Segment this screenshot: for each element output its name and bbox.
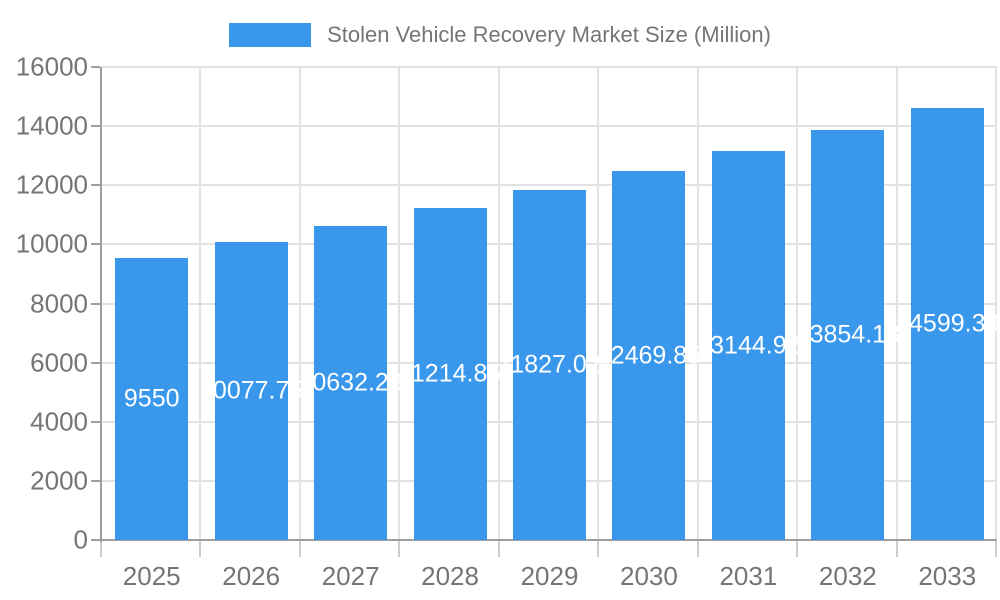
y-tick xyxy=(91,479,100,482)
bar-value-label: 9550 xyxy=(123,384,180,413)
x-tick-label: 2025 xyxy=(122,561,181,591)
bar-value-label: 10632.28 xyxy=(298,368,403,397)
v-gridline xyxy=(696,67,699,540)
x-tick xyxy=(796,541,799,557)
v-gridline xyxy=(298,67,301,540)
h-gridline xyxy=(102,184,997,187)
x-tick xyxy=(995,541,997,557)
y-axis-line xyxy=(100,67,102,542)
legend[interactable]: Stolen Vehicle Recovery Market Size (Mil… xyxy=(0,22,1000,48)
v-gridline xyxy=(796,67,799,540)
y-tick xyxy=(91,539,100,541)
y-tick-label: 6000 xyxy=(30,347,88,378)
y-tick xyxy=(91,66,100,68)
x-tick xyxy=(895,541,898,557)
y-tick xyxy=(91,243,100,246)
x-tick-label: 2033 xyxy=(918,561,977,591)
x-tick-label: 2031 xyxy=(719,561,778,591)
x-tick-label: 2029 xyxy=(520,561,579,591)
x-tick xyxy=(597,541,600,557)
x-axis-line xyxy=(100,539,997,541)
y-tick-label: 8000 xyxy=(30,288,88,318)
bar-value-label: 12469.85 xyxy=(596,341,702,370)
x-tick-label: 2028 xyxy=(421,561,479,591)
x-tick-label: 2027 xyxy=(321,561,380,591)
bar[interactable] xyxy=(413,208,487,540)
y-tick-label: 16000 xyxy=(15,51,88,82)
legend-swatch xyxy=(229,23,312,47)
x-tick-label: 2030 xyxy=(620,561,678,591)
bar-value-label: 11827.02 xyxy=(498,350,601,379)
h-gridline xyxy=(102,66,997,68)
y-tick-label: 4000 xyxy=(30,406,88,437)
y-tick xyxy=(91,184,100,187)
y-tick xyxy=(91,420,100,423)
x-tick xyxy=(696,541,699,557)
bar[interactable] xyxy=(314,225,388,540)
x-tick xyxy=(298,541,301,557)
y-tick-label: 2000 xyxy=(30,465,88,496)
x-tick xyxy=(497,541,500,557)
y-tick-label: 0 xyxy=(73,524,88,555)
v-gridline xyxy=(995,67,997,540)
y-tick-label: 10000 xyxy=(15,228,88,259)
bar[interactable] xyxy=(513,190,586,540)
bar[interactable] xyxy=(910,108,984,540)
v-gridline xyxy=(597,67,600,540)
y-tick xyxy=(91,361,100,364)
x-tick xyxy=(398,541,401,557)
x-tick xyxy=(100,541,102,557)
y-tick xyxy=(91,302,100,305)
y-tick xyxy=(91,125,100,128)
bar-value-label: 13854.18 xyxy=(795,320,900,349)
v-gridline xyxy=(398,67,401,540)
bar[interactable] xyxy=(711,151,785,540)
y-tick-label: 14000 xyxy=(15,110,88,141)
x-tick-label: 2032 xyxy=(818,561,877,591)
x-tick-label: 2026 xyxy=(222,561,281,591)
bar[interactable] xyxy=(811,130,885,540)
bar-value-label: 10077.75 xyxy=(199,376,304,405)
bar[interactable] xyxy=(612,171,686,540)
bar[interactable] xyxy=(115,257,189,540)
v-gridline xyxy=(895,67,898,540)
bar-value-label: 13144.92 xyxy=(696,331,801,360)
v-gridline xyxy=(199,67,202,540)
bar[interactable] xyxy=(214,242,288,540)
h-gridline xyxy=(102,125,997,128)
v-gridline xyxy=(497,67,500,540)
y-tick-label: 12000 xyxy=(15,169,88,200)
x-tick xyxy=(199,541,202,557)
legend-label: Stolen Vehicle Recovery Market Size (Mil… xyxy=(327,22,771,47)
bar-value-label: 14599.38 xyxy=(895,309,1000,338)
bar-value-label: 11214.85 xyxy=(398,359,502,388)
